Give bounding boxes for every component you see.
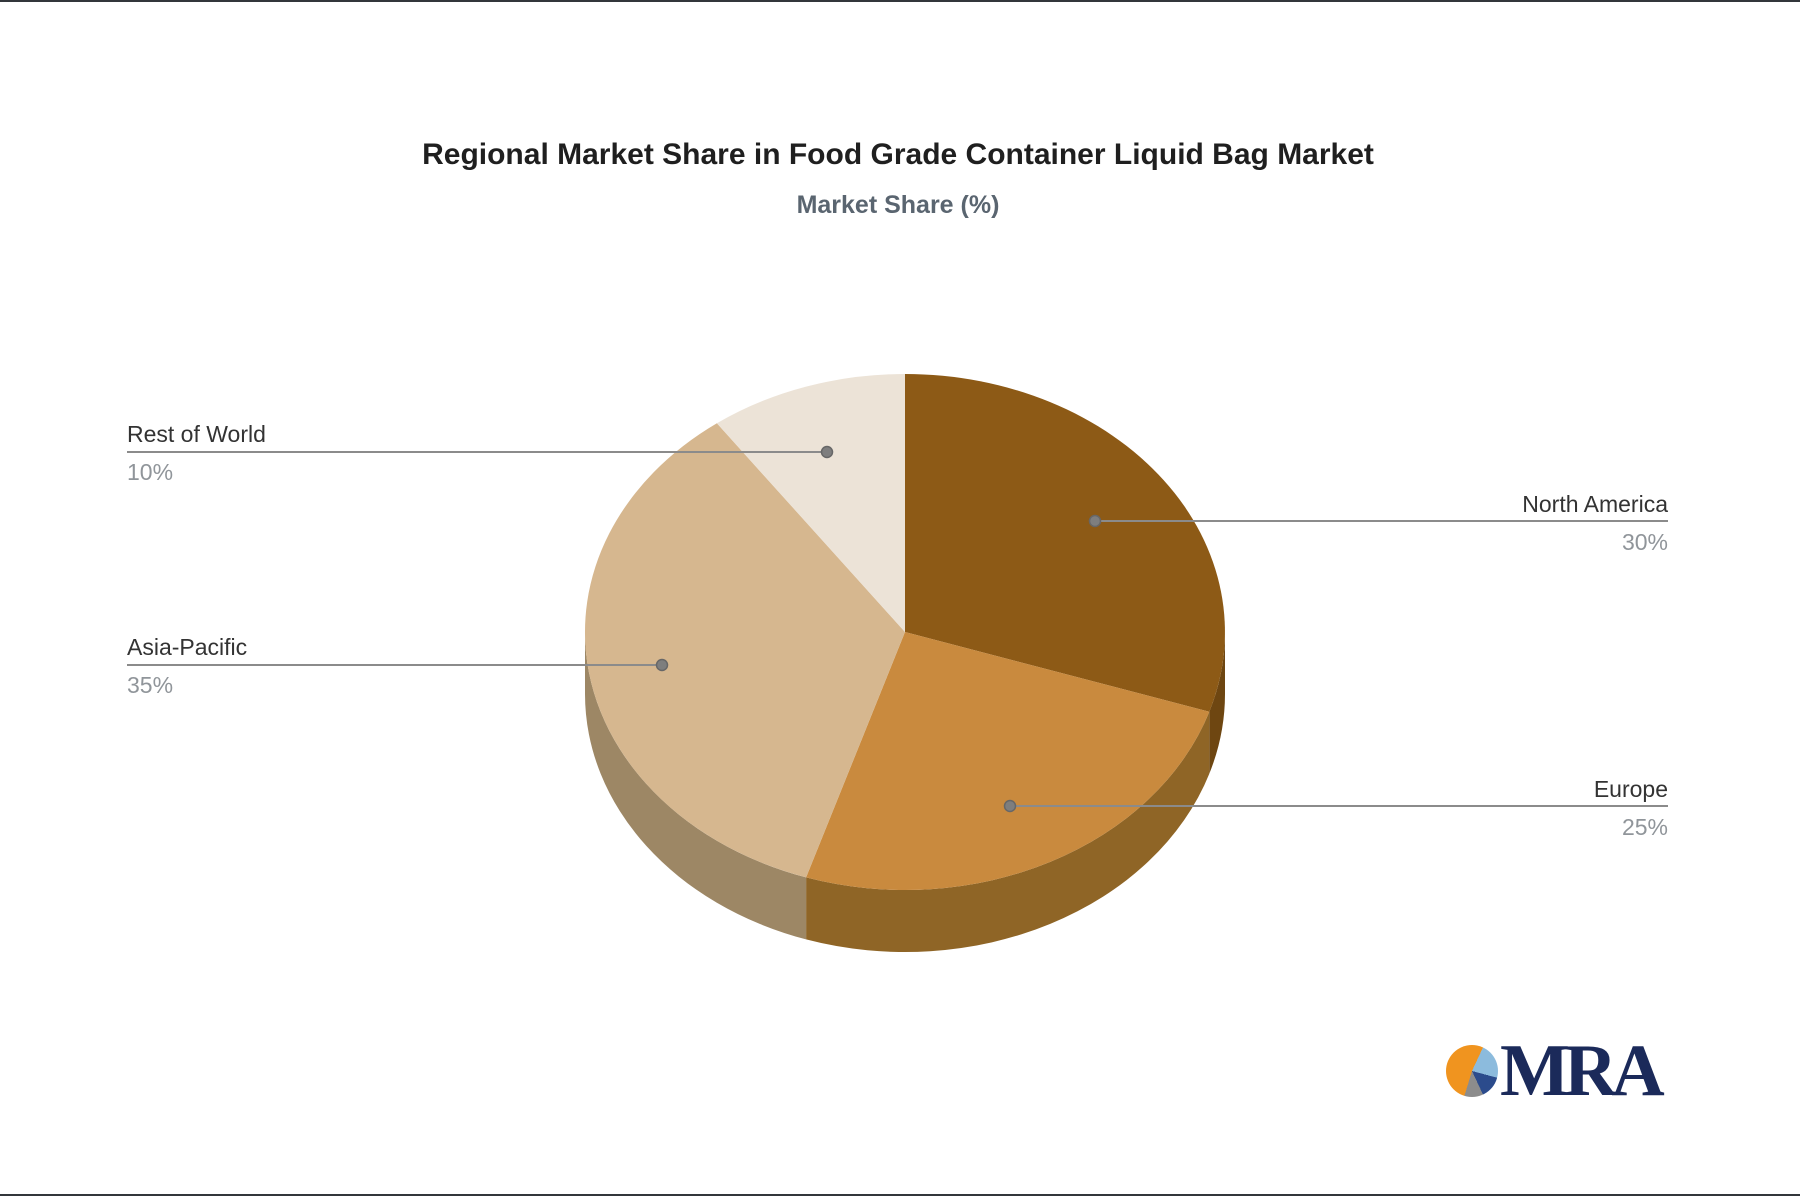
leader-dot-rest-of-world bbox=[820, 445, 834, 459]
slice-label-percent: 25% bbox=[1621, 814, 1668, 840]
mra-logo-text: MRA bbox=[1500, 1030, 1665, 1112]
slice-label-name: North America bbox=[1522, 491, 1668, 517]
pie-slice-north-america[interactable] bbox=[905, 374, 1225, 712]
pie-slice-rest-of-world[interactable] bbox=[716, 374, 905, 632]
chart-title: Regional Market Share in Food Grade Cont… bbox=[422, 138, 1374, 171]
slice-label-north-america: North America 30% bbox=[1522, 490, 1668, 556]
slice-label-name: Asia-Pacific bbox=[127, 634, 248, 660]
pie-slice-europe[interactable] bbox=[806, 632, 1210, 891]
slice-label-percent: 10% bbox=[127, 459, 174, 485]
pie-slice-asia-pacific[interactable] bbox=[584, 423, 905, 878]
slice-label-rest-of-world: Rest of World 10% bbox=[127, 420, 266, 486]
slice-label-percent: 35% bbox=[127, 672, 174, 698]
leader-dot-asia-pacific bbox=[655, 658, 669, 672]
slice-label-europe: Europe 25% bbox=[1594, 775, 1668, 841]
pie-slice-side-north-america bbox=[1209, 632, 1225, 774]
pie-slice-side-europe bbox=[806, 711, 1210, 953]
slice-label-name: Europe bbox=[1593, 776, 1668, 802]
slice-label-name: Rest of World bbox=[127, 421, 266, 447]
leader-dot-north-america bbox=[1088, 514, 1102, 528]
mra-logo-pie-icon bbox=[1446, 1045, 1498, 1097]
chart-subtitle: Market Share (%) bbox=[796, 191, 1000, 219]
mra-logo: MRA bbox=[1446, 1030, 1665, 1112]
slice-label-asia-pacific: Asia-Pacific 35% bbox=[127, 633, 247, 699]
slice-label-percent: 30% bbox=[1621, 529, 1668, 555]
bottom-edge-line bbox=[0, 1194, 1800, 1196]
leader-dot-europe bbox=[1003, 799, 1017, 813]
pie-slice-side-asia-pacific bbox=[585, 632, 807, 940]
top-edge-line bbox=[0, 0, 1800, 2]
